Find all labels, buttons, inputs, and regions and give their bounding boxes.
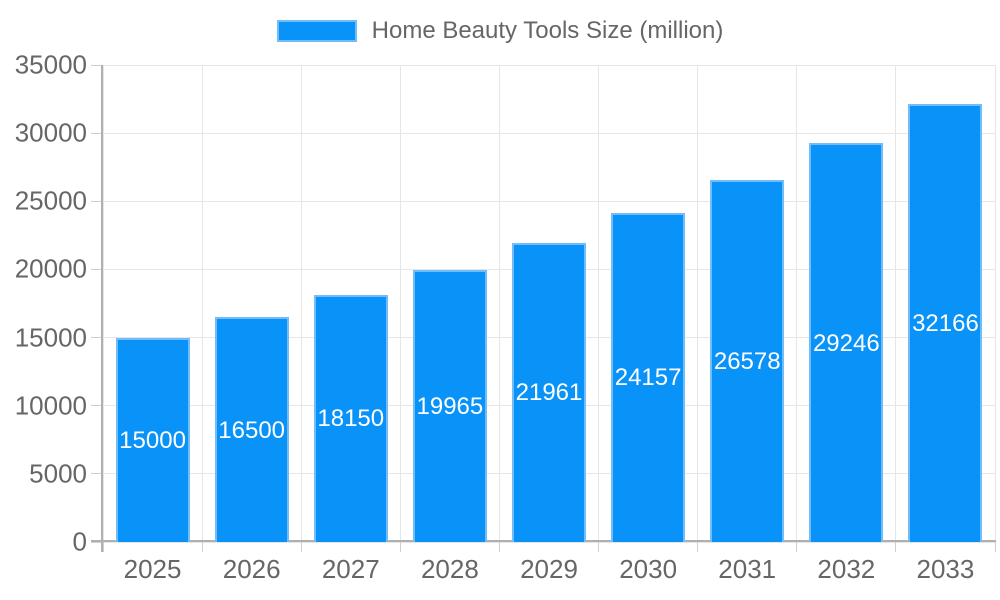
bar-value-label: 29246 — [812, 329, 880, 357]
x-axis-tick — [498, 542, 500, 552]
y-axis-tick — [91, 405, 102, 407]
x-tick-label: 2031 — [718, 554, 777, 584]
bar-value-label: 19965 — [416, 392, 484, 420]
bar[interactable]: 32166 — [908, 103, 983, 542]
bar[interactable]: 29246 — [809, 143, 884, 542]
x-gridline — [201, 65, 203, 542]
x-tick-label: 2027 — [321, 554, 380, 584]
legend-item[interactable]: Home Beauty Tools Size (million) — [276, 17, 724, 45]
y-tick-label: 5000 — [29, 458, 87, 489]
bar-value-label: 18150 — [317, 405, 385, 433]
bar[interactable]: 24157 — [611, 212, 686, 542]
bar-value-label: 32166 — [912, 309, 979, 337]
bar[interactable]: 16500 — [214, 317, 289, 542]
y-tick-label: 15000 — [14, 322, 87, 353]
x-tick-label: 2025 — [123, 554, 182, 584]
bar[interactable]: 21961 — [512, 242, 586, 542]
legend: Home Beauty Tools Size (million) — [0, 17, 1000, 45]
y-tick-label: 20000 — [14, 253, 87, 284]
x-axis-tick — [102, 542, 104, 552]
x-gridline — [697, 65, 699, 542]
x-gridline — [994, 65, 996, 542]
y-tick-label: 30000 — [14, 117, 87, 148]
x-axis-tick — [598, 542, 600, 552]
y-axis-tick — [91, 64, 102, 66]
bar[interactable]: 19965 — [412, 269, 487, 542]
bar-value-label: 24157 — [614, 364, 682, 392]
bar-value-label: 16500 — [218, 416, 286, 444]
y-axis-tick — [91, 132, 102, 134]
x-tick-label: 2033 — [916, 554, 975, 584]
y-axis-line — [101, 65, 103, 552]
y-axis-tick — [91, 473, 102, 475]
legend-swatch-icon — [276, 20, 357, 42]
x-gridline — [399, 65, 401, 542]
y-axis-tick — [91, 337, 102, 339]
x-axis-tick — [796, 542, 798, 552]
x-tick-label: 2029 — [520, 554, 578, 584]
y-gridline — [103, 64, 995, 66]
y-axis-tick — [91, 541, 102, 543]
x-gridline — [796, 65, 798, 542]
x-tick-label: 2026 — [222, 554, 281, 584]
x-gridline — [498, 65, 500, 542]
x-axis-tick — [697, 542, 699, 552]
y-tick-label: 0 — [72, 526, 87, 557]
bar[interactable]: 15000 — [115, 337, 190, 542]
x-gridline — [102, 65, 104, 542]
x-axis-tick — [201, 542, 203, 552]
y-gridline — [103, 200, 995, 202]
bar[interactable]: 18150 — [313, 294, 388, 542]
x-axis-tick — [300, 542, 302, 552]
legend-label: Home Beauty Tools Size (million) — [371, 17, 724, 44]
x-gridline — [598, 65, 600, 542]
bar-value-label: 15000 — [119, 426, 186, 454]
y-gridline — [103, 132, 995, 134]
bar[interactable]: 26578 — [710, 179, 785, 542]
y-axis-tick — [91, 268, 102, 270]
y-tick-label: 10000 — [14, 390, 87, 421]
y-gridline — [103, 541, 995, 543]
x-tick-label: 2028 — [420, 554, 479, 584]
y-tick-label: 35000 — [14, 49, 87, 80]
x-gridline — [300, 65, 302, 542]
x-gridline — [895, 65, 897, 542]
bar-value-label: 26578 — [713, 347, 781, 375]
x-tick-label: 2030 — [619, 554, 678, 584]
x-axis-tick — [895, 542, 897, 552]
y-tick-label: 25000 — [14, 185, 87, 216]
bar-value-label: 21961 — [515, 379, 583, 407]
y-axis-tick — [91, 200, 102, 202]
x-axis-tick — [994, 542, 996, 552]
x-tick-label: 2032 — [817, 554, 876, 584]
x-axis-tick — [399, 542, 401, 552]
